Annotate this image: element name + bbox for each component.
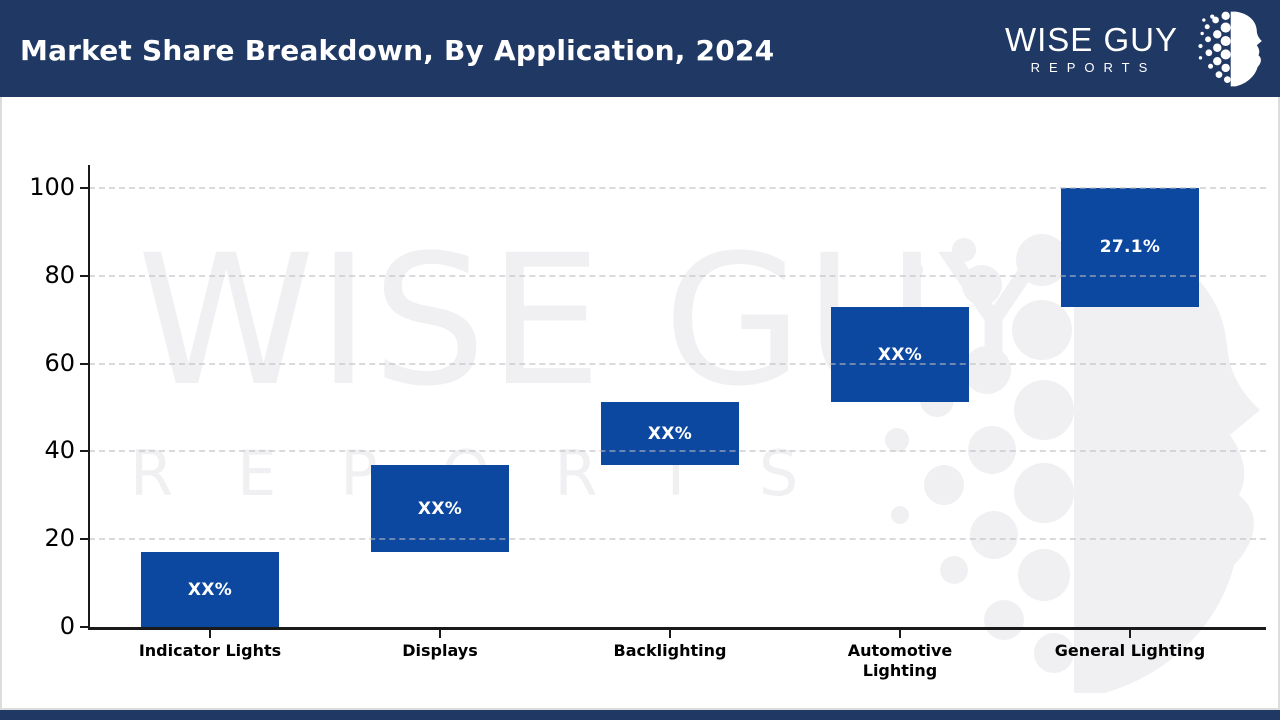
- x-axis-tick: [439, 630, 441, 638]
- x-axis-category-label: Backlighting: [613, 641, 727, 660]
- y-axis-tick-label: 20: [44, 524, 75, 553]
- y-axis-tick-label: 0: [59, 612, 75, 640]
- y-axis-tick: [80, 274, 89, 277]
- gridline-y100: [89, 187, 1266, 189]
- bar-value-label: XX%: [877, 344, 923, 365]
- y-axis-line: [88, 165, 90, 630]
- x-axis-line: [88, 627, 1266, 630]
- gridline-y60: [89, 362, 1266, 365]
- y-axis-tick: [80, 450, 89, 453]
- page-title: Market Share Breakdown, By Application, …: [20, 34, 775, 67]
- x-axis-category-label: Automotive Lighting: [847, 641, 953, 680]
- y-axis-tick: [80, 187, 89, 189]
- y-axis-tick-label: 60: [44, 348, 75, 377]
- y-axis-tick-label: 100: [29, 173, 75, 201]
- x-axis-tick: [669, 630, 671, 638]
- y-axis-tick: [80, 538, 89, 541]
- logo-wordmark-line2: REPORTS: [1030, 60, 1157, 75]
- gridline-y20: [89, 538, 1266, 541]
- x-axis-tick: [899, 630, 901, 638]
- bar-value-label: XX%: [417, 498, 463, 519]
- x-axis-category-label: General Lighting: [1054, 641, 1206, 660]
- gridline-y80: [89, 274, 1266, 277]
- gridline-y40: [89, 450, 1266, 453]
- wiseguy-face-icon: [1198, 11, 1262, 87]
- x-axis-tick: [1129, 630, 1131, 638]
- header-bar: Market Share Breakdown, By Application, …: [0, 0, 1280, 97]
- y-axis-tick: [80, 362, 89, 365]
- y-axis-tick-label: 40: [44, 436, 75, 465]
- logo-wordmark: WISE GUY REPORTS: [1004, 21, 1178, 76]
- bar-general-lighting: 27.1%: [1061, 188, 1199, 307]
- bar-backlighting: XX%: [601, 402, 739, 466]
- bar-value-label: XX%: [647, 423, 693, 444]
- bar-automotive-lighting: XX%: [831, 306, 969, 403]
- footer-bar: [0, 710, 1280, 720]
- bar-indicator-lights: XX%: [141, 552, 279, 627]
- logo-wordmark-line1: WISE GUY: [1004, 21, 1178, 58]
- bar-value-label: XX%: [187, 579, 233, 600]
- x-axis-category-label: Displays: [402, 641, 478, 660]
- x-axis-tick: [209, 630, 211, 638]
- wiseguy-logo: WISE GUY REPORTS: [1000, 6, 1266, 92]
- bar-displays: XX%: [371, 465, 509, 553]
- y-axis-tick-label: 80: [44, 260, 75, 289]
- x-axis-category-label: Indicator Lights: [138, 641, 282, 660]
- bar-value-label: 27.1%: [1099, 237, 1161, 258]
- y-axis-tick: [80, 626, 89, 628]
